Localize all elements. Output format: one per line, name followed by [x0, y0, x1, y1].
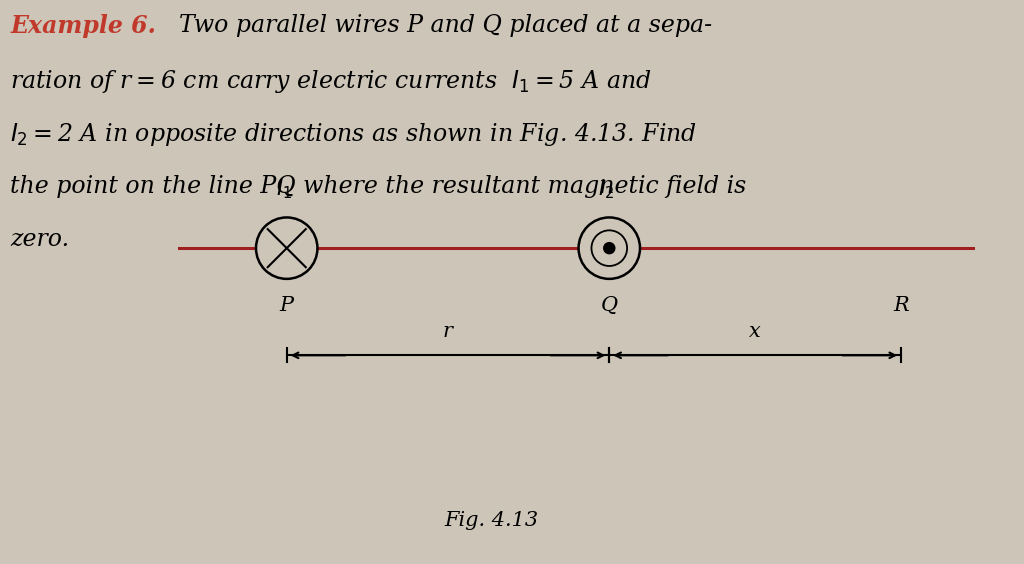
Text: P: P [280, 296, 294, 315]
Text: r: r [443, 322, 453, 341]
Text: $I_2$ = 2 A in opposite directions as shown in Fig. 4.13. Find: $I_2$ = 2 A in opposite directions as sh… [10, 121, 697, 148]
Text: Two parallel wires P and Q placed at a sepa-: Two parallel wires P and Q placed at a s… [179, 14, 713, 37]
Text: Fig. 4.13: Fig. 4.13 [444, 511, 539, 530]
Text: $I_2$: $I_2$ [598, 177, 614, 201]
Ellipse shape [579, 218, 640, 279]
Text: ration of r = 6 cm carry electric currents  $I_1$ = 5 A and: ration of r = 6 cm carry electric curren… [10, 68, 651, 95]
Text: x: x [750, 322, 761, 341]
Text: Q: Q [601, 296, 617, 315]
Text: Example 6.: Example 6. [10, 14, 156, 38]
Text: the point on the line PQ where the resultant magnetic field is: the point on the line PQ where the resul… [10, 175, 746, 198]
Ellipse shape [256, 218, 317, 279]
Text: zero.: zero. [10, 228, 70, 252]
Text: $I_1$: $I_1$ [275, 177, 292, 201]
Text: R: R [893, 296, 909, 315]
Ellipse shape [604, 243, 614, 254]
